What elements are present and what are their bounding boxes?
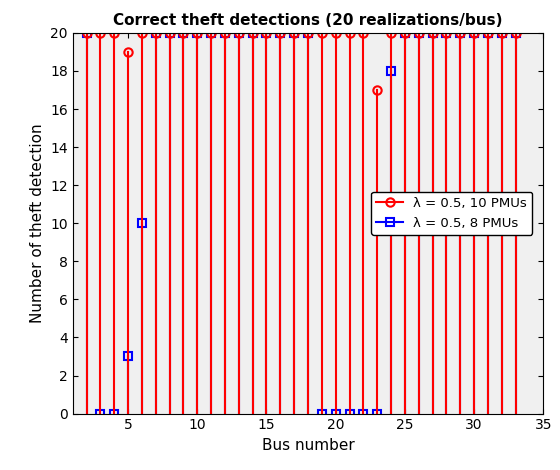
Legend: λ = 0.5, 10 PMUs, λ = 0.5, 8 PMUs: λ = 0.5, 10 PMUs, λ = 0.5, 8 PMUs bbox=[371, 192, 533, 235]
X-axis label: Bus number: Bus number bbox=[262, 438, 354, 453]
Y-axis label: Number of theft detection: Number of theft detection bbox=[30, 124, 45, 323]
Title: Correct theft detections (20 realizations/bus): Correct theft detections (20 realization… bbox=[113, 13, 503, 28]
